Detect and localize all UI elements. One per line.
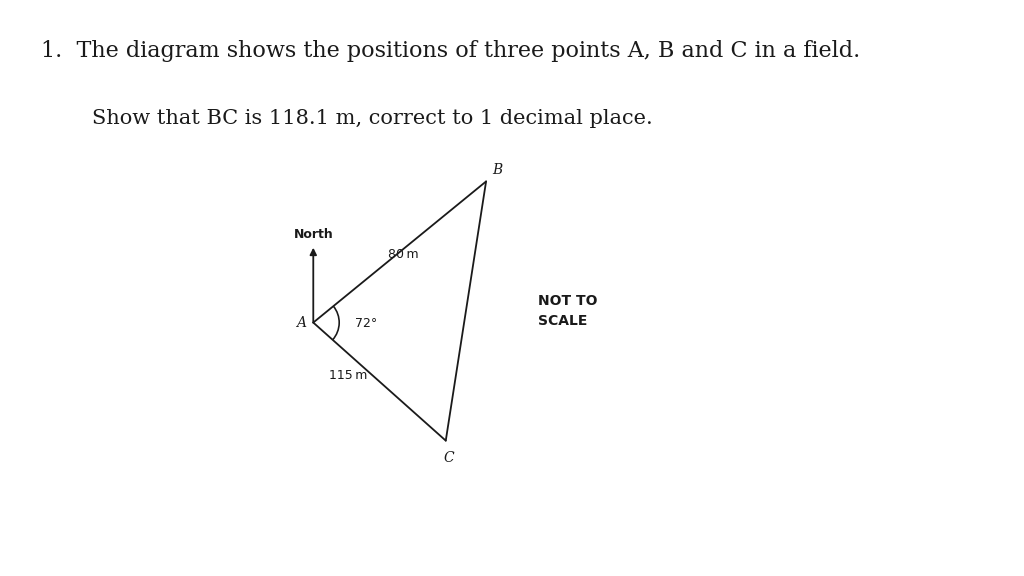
Text: A: A [296,316,306,329]
Text: 80 m: 80 m [388,248,419,261]
Text: NOT TO
SCALE: NOT TO SCALE [538,294,597,328]
Text: B: B [492,163,502,177]
Text: 72°: 72° [355,317,378,330]
Text: 1.  The diagram shows the positions of three points A, B and C in a field.: 1. The diagram shows the positions of th… [41,40,860,62]
Text: Show that BC is 118.1 m, correct to 1 decimal place.: Show that BC is 118.1 m, correct to 1 de… [92,109,653,128]
Text: North: North [294,228,333,241]
Text: 115 m: 115 m [329,369,367,382]
Text: C: C [443,451,454,465]
